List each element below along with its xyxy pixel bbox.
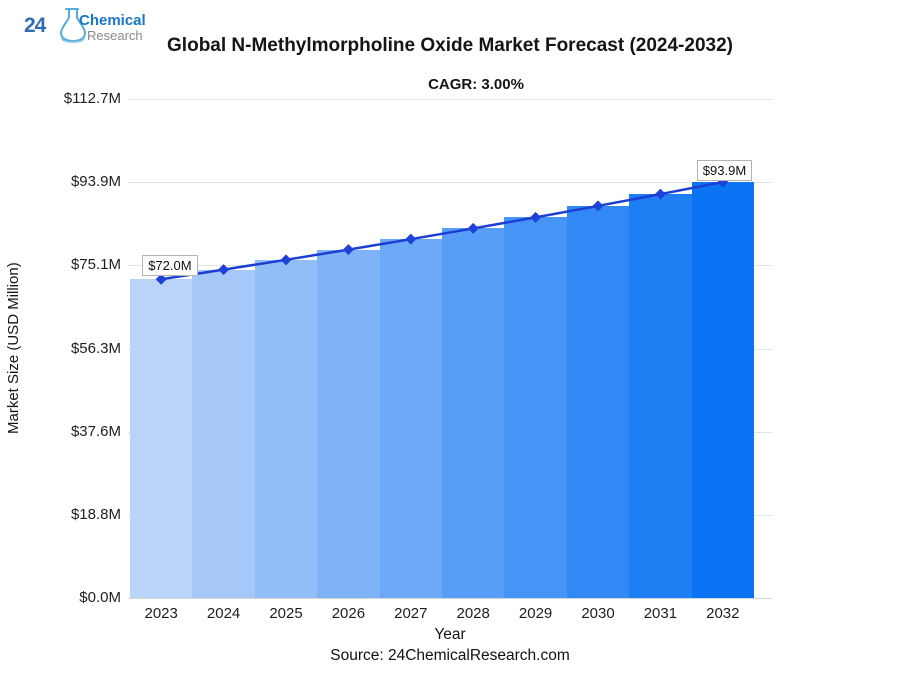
y-tick-label: $112.7M	[63, 90, 121, 107]
y-tick-label: $0.0M	[79, 589, 121, 606]
logo-research-text: Research	[87, 28, 143, 43]
bar-2023	[130, 279, 193, 598]
x-tick-label: 2026	[331, 605, 366, 622]
bar-2030	[566, 205, 630, 598]
x-tick-label: 2028	[456, 605, 490, 622]
x-tick-label: 2025	[269, 605, 303, 622]
flask-icon	[59, 8, 87, 43]
annotation-label: $93.9M	[696, 160, 753, 182]
bar-2026	[317, 249, 380, 598]
x-tick-label: 2027	[394, 605, 428, 622]
y-tick-label: $93.9M	[70, 173, 121, 191]
bar-2024	[192, 269, 255, 598]
logo-24-text: 24	[24, 14, 46, 37]
x-tick-label: 2032	[706, 605, 740, 622]
y-tick-label: $18.8M	[70, 505, 121, 523]
chart-title: Global N-Methylmorpholine Oxide Market F…	[167, 35, 733, 56]
logo: 24 Chemical Research	[22, 4, 146, 50]
bar-2025	[254, 259, 318, 598]
y-axis-title: Market Size (USD Million)	[5, 262, 22, 435]
x-tick-label: 2030	[581, 605, 615, 622]
bar-2027	[379, 239, 442, 598]
y-tick-label: $37.6M	[70, 422, 121, 440]
x-tick-label: 2029	[518, 605, 553, 622]
bar-2028	[442, 228, 505, 598]
x-tick-label: 2023	[144, 605, 178, 622]
plot-area: $72.0M $93.9M	[128, 99, 772, 599]
y-tick-label: $56.3M	[70, 339, 121, 357]
annotation-label: $72.0M	[142, 255, 198, 277]
gridline	[128, 99, 772, 100]
x-axis-title: Year	[434, 626, 466, 643]
bar-2029	[504, 217, 567, 598]
bar-2032	[691, 182, 754, 598]
x-tick-label: 2031	[643, 605, 678, 622]
gridline	[128, 182, 772, 184]
source-note: Source: 24ChemicalResearch.com	[330, 647, 570, 664]
bar-2031	[629, 194, 692, 598]
x-tick-label: 2024	[206, 605, 241, 622]
chart-subtitle: CAGR: 3.00%	[428, 76, 524, 93]
y-tick-label: $75.1M	[70, 256, 121, 274]
logo-chemical-text: Chemical	[79, 12, 146, 29]
